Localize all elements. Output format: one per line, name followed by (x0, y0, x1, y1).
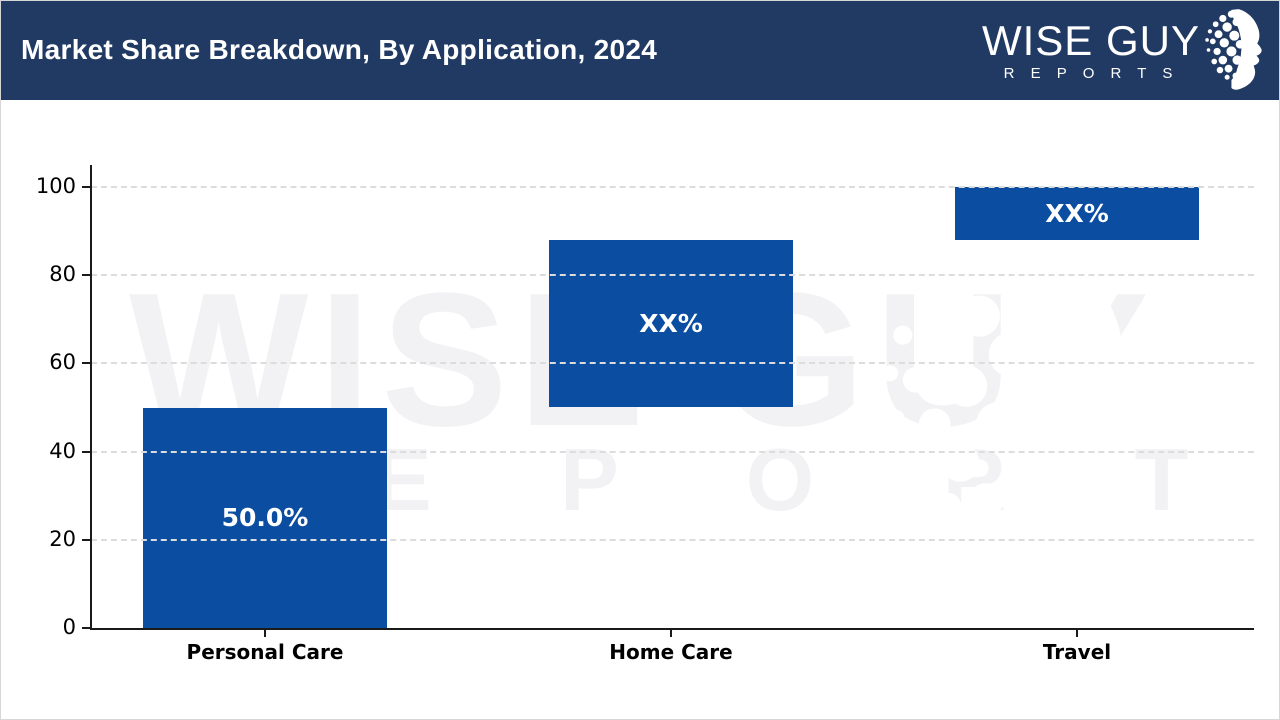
bar-personal-care: 50.0% (143, 407, 387, 628)
header: Market Share Breakdown, By Application, … (1, 1, 1279, 100)
x-tick-personal-care (264, 629, 266, 637)
bar-value-label-home-care: XX% (639, 309, 703, 339)
logo-wordmark: WISE GUY (981, 16, 1200, 64)
x-axis-label-travel: Travel (1042, 640, 1112, 664)
y-tick-40 (82, 450, 90, 453)
bar-value-label-travel: XX% (1045, 198, 1109, 228)
bar-value-label-personal-care: 50.0% (221, 503, 309, 533)
logo-head-dots-icon (1205, 9, 1262, 90)
gridline-y-100 (91, 186, 1254, 188)
y-tick-label-20: 20 (49, 526, 76, 551)
brand-logo: WISE GUY R E P O R T S (982, 7, 1266, 93)
y-tick-0 (82, 627, 90, 629)
x-axis-label-home-care: Home Care (609, 640, 733, 664)
y-tick-label-100: 100 (35, 174, 76, 198)
gridline-y-40 (91, 450, 1254, 453)
y-tick-80 (82, 274, 90, 277)
y-tick-label-0: 0 (62, 615, 76, 639)
page-title: Market Share Breakdown, By Application, … (21, 34, 658, 65)
y-tick-label-80: 80 (49, 262, 76, 287)
x-axis-line (90, 628, 1254, 630)
y-tick-label-60: 60 (49, 350, 76, 375)
bar-travel: XX% (955, 187, 1199, 240)
y-tick-100 (82, 186, 90, 188)
y-axis-line (90, 165, 92, 630)
x-axis-label-personal-care: Personal Care (186, 640, 344, 664)
y-tick-60 (82, 362, 90, 365)
x-tick-travel (1076, 629, 1078, 637)
x-tick-home-care (670, 629, 672, 637)
gridline-y-20 (91, 538, 1254, 541)
bar-home-care: XX% (549, 239, 793, 408)
y-tick-label-40: 40 (49, 438, 76, 463)
logo-text: WISE GUY R E P O R T S (981, 16, 1200, 82)
y-tick-20 (82, 538, 90, 541)
logo-subtext: R E P O R T S (1003, 64, 1179, 82)
gridline-y-60 (91, 362, 1254, 365)
gridline-y-80 (91, 274, 1254, 277)
